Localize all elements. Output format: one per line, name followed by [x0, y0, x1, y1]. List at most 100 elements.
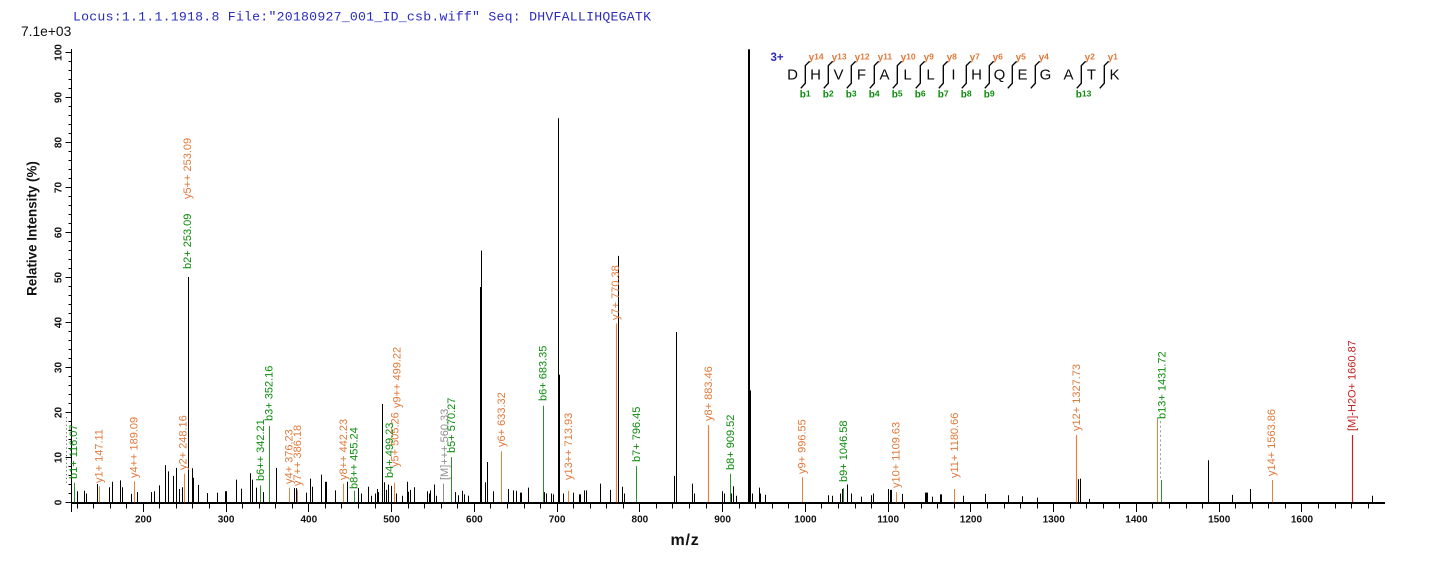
svg-text:1100: 1100 — [877, 515, 899, 526]
svg-text:b8++ 455.24: b8++ 455.24 — [349, 427, 361, 489]
svg-text:20: 20 — [54, 407, 65, 419]
svg-text:1500: 1500 — [1208, 515, 1231, 526]
svg-text:90: 90 — [54, 92, 65, 104]
svg-text:1600: 1600 — [1291, 515, 1314, 526]
svg-text:900: 900 — [714, 515, 731, 526]
svg-text:60: 60 — [54, 227, 65, 239]
svg-text:700: 700 — [549, 515, 566, 526]
svg-text:b9: b9 — [984, 88, 995, 100]
svg-text:y7+ 770.38: y7+ 770.38 — [610, 265, 622, 320]
svg-text:[M]+++ 560.33: [M]+++ 560.33 — [439, 409, 451, 480]
svg-text:y9++ 499.22: y9++ 499.22 — [392, 347, 404, 408]
svg-text:b4: b4 — [869, 88, 880, 100]
svg-text:70: 70 — [54, 182, 65, 194]
svg-text:200: 200 — [135, 515, 152, 526]
svg-text:3+: 3+ — [771, 52, 784, 64]
svg-text:[M]-H2O+ 1660.87: [M]-H2O+ 1660.87 — [1347, 340, 1359, 431]
svg-text:y12+ 1327.73: y12+ 1327.73 — [1071, 364, 1083, 431]
svg-text:E: E — [1017, 67, 1027, 84]
svg-text:b9+ 1046.58: b9+ 1046.58 — [838, 421, 850, 482]
svg-text:G: G — [1040, 67, 1052, 84]
svg-text:K: K — [1109, 67, 1119, 84]
svg-text:H: H — [810, 67, 821, 84]
svg-text:y1+ 147.11: y1+ 147.11 — [94, 429, 106, 483]
svg-text:0: 0 — [54, 499, 65, 505]
svg-text:100: 100 — [54, 44, 65, 61]
svg-text:y10: y10 — [901, 51, 916, 63]
svg-text:y4: y4 — [1039, 51, 1050, 63]
svg-text:A: A — [879, 67, 889, 84]
svg-text:y11+ 1180.66: y11+ 1180.66 — [949, 413, 961, 478]
svg-text:b3+ 352.16: b3+ 352.16 — [264, 366, 276, 421]
svg-text:T: T — [1087, 67, 1096, 84]
svg-text:b7+ 796.45: b7+ 796.45 — [631, 407, 643, 462]
svg-text:b5+ 570.27: b5+ 570.27 — [446, 398, 458, 453]
svg-text:40: 40 — [54, 317, 65, 329]
svg-text:600: 600 — [466, 515, 483, 526]
svg-text:b6++ 342.21: b6++ 342.21 — [255, 419, 267, 481]
svg-text:Relative Intensity (%): Relative Intensity (%) — [25, 161, 40, 296]
svg-text:y6: y6 — [993, 51, 1004, 63]
svg-text:50: 50 — [54, 272, 65, 284]
svg-text:I: I — [951, 67, 955, 84]
svg-text:y7: y7 — [970, 51, 981, 63]
svg-text:L: L — [903, 67, 911, 84]
svg-text:D: D — [787, 67, 798, 84]
svg-text:b4+ 499.23: b4+ 499.23 — [384, 423, 396, 478]
svg-text:y5+ 505.26: y5+ 505.26 — [390, 412, 402, 467]
svg-text:b13+ 1431.72: b13+ 1431.72 — [1157, 351, 1169, 419]
svg-text:y5++ 253.09: y5++ 253.09 — [182, 138, 194, 199]
svg-text:b1: b1 — [800, 88, 811, 100]
svg-text:b8: b8 — [961, 88, 972, 100]
svg-text:y1: y1 — [1108, 51, 1119, 63]
svg-text:H: H — [971, 67, 982, 84]
svg-text:V: V — [833, 67, 843, 84]
svg-text:y7++ 386.18: y7++ 386.18 — [292, 425, 304, 486]
svg-text:1200: 1200 — [960, 515, 983, 526]
svg-text:y10+ 1109.63: y10+ 1109.63 — [890, 422, 902, 488]
svg-text:800: 800 — [632, 515, 649, 526]
svg-text:y12: y12 — [855, 51, 870, 63]
svg-text:b13: b13 — [1076, 88, 1092, 100]
svg-text:y8: y8 — [947, 51, 958, 63]
svg-text:y4+ 376.23: y4+ 376.23 — [283, 429, 295, 484]
svg-text:y14: y14 — [809, 51, 824, 63]
svg-text:b2+ 253.09: b2+ 253.09 — [182, 214, 194, 269]
svg-text:400: 400 — [300, 515, 317, 526]
svg-text:y13++ 713.93: y13++ 713.93 — [563, 413, 575, 480]
svg-text:b5: b5 — [892, 88, 903, 100]
svg-text:b6: b6 — [915, 88, 926, 100]
svg-text:y11: y11 — [878, 51, 893, 63]
svg-text:7.1e+03: 7.1e+03 — [21, 24, 72, 39]
svg-text:500: 500 — [383, 515, 400, 526]
svg-text:y13: y13 — [832, 51, 847, 63]
svg-text:y2: y2 — [1085, 51, 1096, 63]
svg-text:b8+ 909.52: b8+ 909.52 — [725, 415, 737, 470]
svg-text:y14+ 1563.86: y14+ 1563.86 — [1266, 409, 1278, 476]
svg-text:b6+ 683.35: b6+ 683.35 — [538, 346, 550, 401]
svg-text:y8++ 442.23: y8++ 442.23 — [338, 419, 350, 480]
svg-text:b2: b2 — [823, 88, 834, 100]
svg-text:10: 10 — [54, 452, 65, 464]
svg-text:Q: Q — [994, 67, 1006, 84]
svg-text:m/z: m/z — [670, 532, 699, 549]
svg-text:b1+ 116.07: b1+ 116.07 — [68, 424, 80, 479]
svg-text:b3: b3 — [846, 88, 857, 100]
svg-text:30: 30 — [54, 362, 65, 374]
svg-text:y8+ 883.46: y8+ 883.46 — [703, 366, 715, 421]
svg-text:A: A — [1063, 67, 1073, 84]
svg-text:300: 300 — [218, 515, 235, 526]
svg-text:80: 80 — [54, 137, 65, 149]
svg-text:y9: y9 — [924, 51, 935, 63]
svg-text:y4++ 189.09: y4++ 189.09 — [129, 417, 141, 478]
svg-text:L: L — [926, 67, 934, 84]
svg-text:1400: 1400 — [1125, 515, 1148, 526]
svg-text:1300: 1300 — [1043, 515, 1066, 526]
svg-text:F: F — [857, 67, 866, 84]
svg-text:1000: 1000 — [794, 515, 817, 526]
svg-text:y5: y5 — [1016, 51, 1027, 63]
svg-text:Locus:1.1.1.1918.8 File:"20180: Locus:1.1.1.1918.8 File:"20180927_001_ID… — [73, 10, 651, 25]
svg-text:y9+ 996.55: y9+ 996.55 — [797, 419, 809, 474]
svg-text:b7: b7 — [938, 88, 949, 100]
svg-text:y2+ 248.16: y2+ 248.16 — [177, 415, 189, 470]
